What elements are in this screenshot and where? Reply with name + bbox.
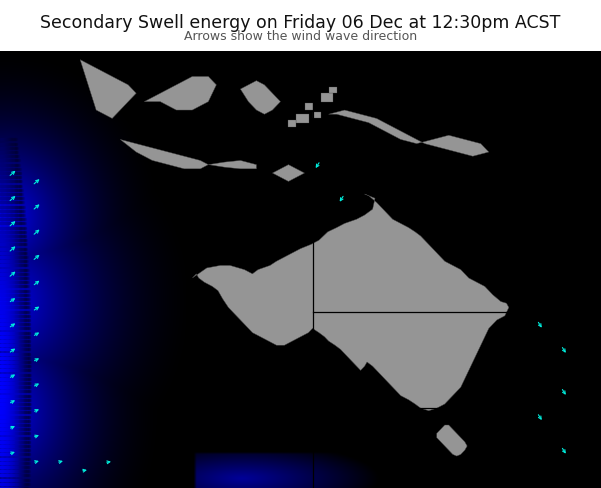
Polygon shape <box>144 77 216 110</box>
Polygon shape <box>209 161 257 169</box>
Polygon shape <box>120 140 209 169</box>
Polygon shape <box>320 93 332 102</box>
Polygon shape <box>313 112 320 119</box>
Polygon shape <box>192 194 509 411</box>
Text: Secondary Swell energy on Friday 06 Dec at 12:30pm ACST: Secondary Swell energy on Friday 06 Dec … <box>40 14 561 32</box>
Polygon shape <box>305 103 313 110</box>
Polygon shape <box>329 110 489 156</box>
Polygon shape <box>80 60 136 119</box>
Text: Arrows show the wind wave direction: Arrows show the wind wave direction <box>184 30 417 43</box>
Polygon shape <box>296 114 308 122</box>
Polygon shape <box>437 425 467 456</box>
Polygon shape <box>288 120 296 127</box>
Polygon shape <box>329 86 337 93</box>
Polygon shape <box>272 164 305 182</box>
Polygon shape <box>240 81 281 114</box>
